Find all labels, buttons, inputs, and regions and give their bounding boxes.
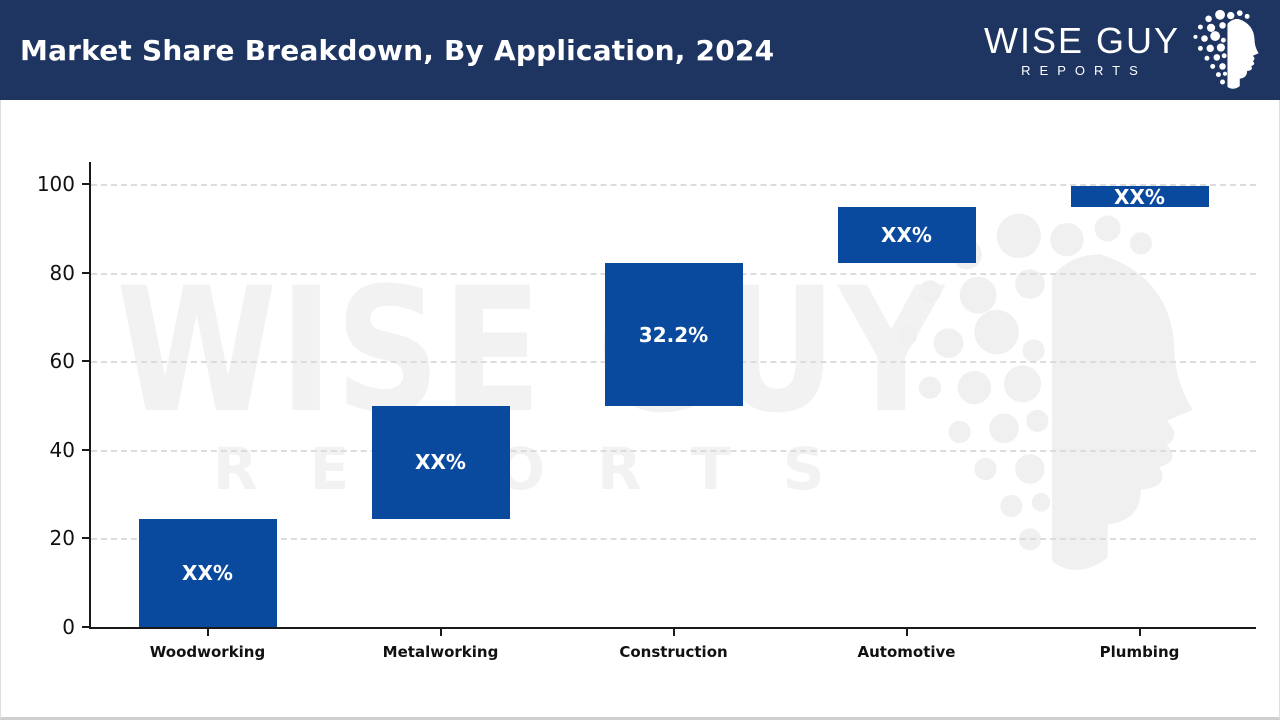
- x-tick-label-metalworking: Metalworking: [382, 643, 499, 661]
- gridline-100: [91, 184, 1256, 187]
- y-tick-mark: [82, 271, 91, 274]
- y-tick-label: 80: [49, 260, 75, 285]
- logo-head-icon: [1184, 8, 1266, 92]
- y-tick-mark: [82, 183, 91, 186]
- x-tick-mark: [905, 627, 908, 636]
- bar-value-label: XX%: [881, 223, 932, 248]
- x-tick-mark: [1138, 627, 1141, 636]
- chart-area: WISE GUY REPORTS 0 20 40 60 80 100 Woodworking…: [0, 100, 1280, 720]
- y-tick-mark: [82, 537, 91, 540]
- plot-area: 0 20 40 60 80 100 Woodworking Metalworking Const…: [37, 162, 1256, 661]
- bar-value-label: 32.2%: [638, 322, 709, 347]
- bar-woodworking: XX%: [138, 518, 277, 627]
- x-tick-label-woodworking: Woodworking: [149, 643, 266, 661]
- y-tick-label: 20: [49, 526, 75, 551]
- y-tick-label: 100: [36, 172, 75, 197]
- header: Market Share Breakdown, By Application, …: [0, 0, 1280, 100]
- bar-value-label: XX%: [1114, 184, 1165, 209]
- y-tick-mark: [82, 626, 91, 628]
- y-tick-label: 60: [49, 349, 75, 374]
- x-tick-mark: [439, 627, 442, 636]
- y-tick-mark: [82, 448, 91, 451]
- bar-plumbing: XX%: [1070, 184, 1209, 209]
- x-tick-label-automotive: Automotive: [857, 643, 956, 661]
- logo-name-text: WISE GUY: [983, 19, 1180, 61]
- logo-wordmark: WISE GUY REPORTS: [983, 19, 1180, 78]
- page-title: Market Share Breakdown, By Application, …: [20, 33, 775, 67]
- bar-automotive: XX%: [837, 207, 976, 264]
- x-tick-label-plumbing: Plumbing: [1099, 643, 1180, 661]
- x-tick-mark: [206, 627, 209, 636]
- logo-sub-text: REPORTS: [1021, 62, 1147, 78]
- y-tick-label: 0: [62, 615, 75, 639]
- x-tick-label-construction: Construction: [619, 643, 728, 661]
- bar-value-label: XX%: [182, 560, 233, 585]
- bar-value-label: XX%: [415, 450, 466, 475]
- wiseguy-logo: WISE GUY REPORTS: [984, 8, 1266, 92]
- gridline-40: [91, 449, 1256, 452]
- bar-metalworking: XX%: [371, 406, 510, 519]
- x-tick-mark: [672, 627, 675, 636]
- bar-construction: 32.2%: [604, 263, 743, 406]
- y-tick-mark: [82, 360, 91, 363]
- y-tick-label: 40: [49, 437, 75, 462]
- gridline-20: [91, 538, 1256, 541]
